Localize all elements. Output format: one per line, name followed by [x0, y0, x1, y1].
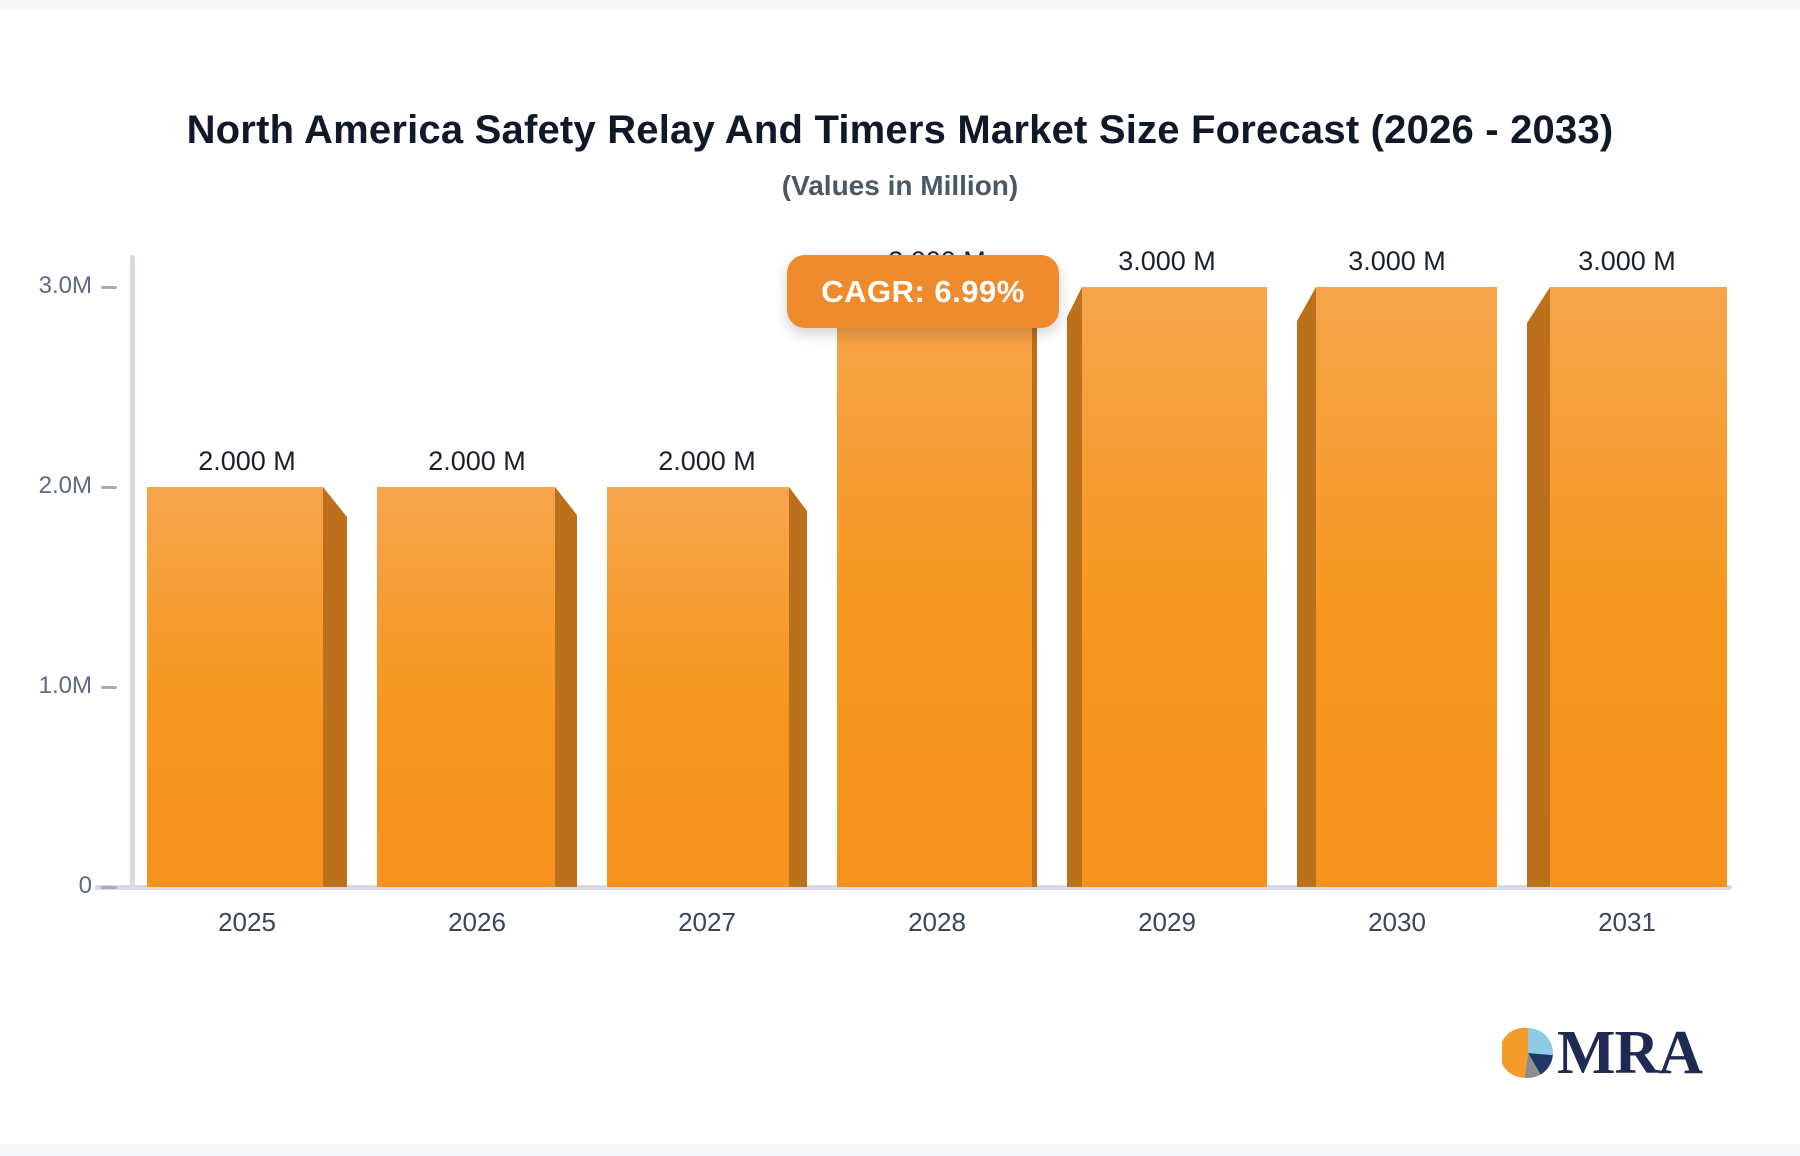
x-axis-label-2026: 2026	[448, 907, 506, 937]
y-axis-tick	[101, 886, 117, 889]
bar-front-face	[1316, 287, 1497, 887]
bar-value-label: 2.000 M	[658, 446, 756, 476]
x-axis-label-2027: 2027	[678, 907, 736, 937]
bar-3d-side-face	[555, 487, 577, 887]
bar-value-label: 2.000 M	[198, 446, 296, 476]
y-axis-tick	[101, 286, 117, 289]
y-axis-tick-label: 3.0M	[38, 272, 92, 299]
brand-logo: MRA	[1502, 1019, 1703, 1087]
y-axis-tick	[101, 486, 117, 489]
bar-2027: 2.000 M	[607, 446, 807, 887]
x-axis-label-2025: 2025	[218, 907, 276, 937]
x-axis-label-2029: 2029	[1138, 907, 1196, 937]
bar-value-label: 3.000 M	[1348, 246, 1446, 276]
y-axis-tick-label: 2.0M	[38, 472, 92, 499]
bar-front-face	[1082, 287, 1267, 887]
bar-3d-side-face	[1067, 287, 1082, 887]
x-axis-label-2028: 2028	[908, 907, 966, 937]
y-axis-line	[130, 255, 135, 890]
bar-front-face	[837, 287, 1032, 887]
x-axis-label-2031: 2031	[1598, 907, 1656, 937]
chart-card: North America Safety Relay And Timers Ma…	[0, 10, 1800, 1144]
cagr-label: CAGR: 6.99%	[821, 273, 1025, 309]
bar-front-face	[147, 487, 323, 887]
logo-pie-icon	[1502, 1027, 1553, 1078]
chart-subtitle: (Values in Million)	[781, 170, 1019, 201]
bar-3d-side-face	[1032, 287, 1037, 887]
cagr-badge: CAGR: 6.99%	[787, 255, 1059, 328]
x-axis-label-2030: 2030	[1368, 907, 1426, 937]
x-axis-line	[95, 885, 1732, 890]
bar-2025: 2.000 M	[147, 446, 347, 887]
bar-front-face	[1550, 287, 1727, 887]
bar-3d-side-face	[789, 487, 807, 887]
bar-front-face	[377, 487, 555, 887]
bar-2031: 3.000 M	[1527, 246, 1727, 887]
y-axis-tick-label: 0	[78, 872, 92, 899]
bar-value-label: 3.000 M	[1118, 246, 1216, 276]
bar-3d-side-face	[323, 487, 347, 887]
bar-2029: 3.000 M	[1067, 246, 1267, 887]
bar-value-label: 3.000 M	[1578, 246, 1676, 276]
logo-text: MRA	[1557, 1019, 1703, 1087]
bar-value-label: 2.000 M	[428, 446, 526, 476]
chart-title: North America Safety Relay And Timers Ma…	[186, 108, 1614, 152]
y-axis-tick	[101, 686, 117, 689]
bar-3d-side-face	[1297, 287, 1316, 887]
bar-2026: 2.000 M	[377, 446, 577, 887]
bar-3d-side-face	[1527, 287, 1550, 887]
bar-2028: 3.000 M	[837, 246, 1037, 887]
bar-front-face	[607, 487, 789, 887]
plot-area: 3.0M 2.0M 1.0M 0 2.000 M 2.000 M 2.000 M 3.000…	[0, 10, 1800, 1144]
bar-2030: 3.000 M	[1297, 246, 1497, 887]
y-axis-tick-label: 1.0M	[38, 672, 92, 699]
